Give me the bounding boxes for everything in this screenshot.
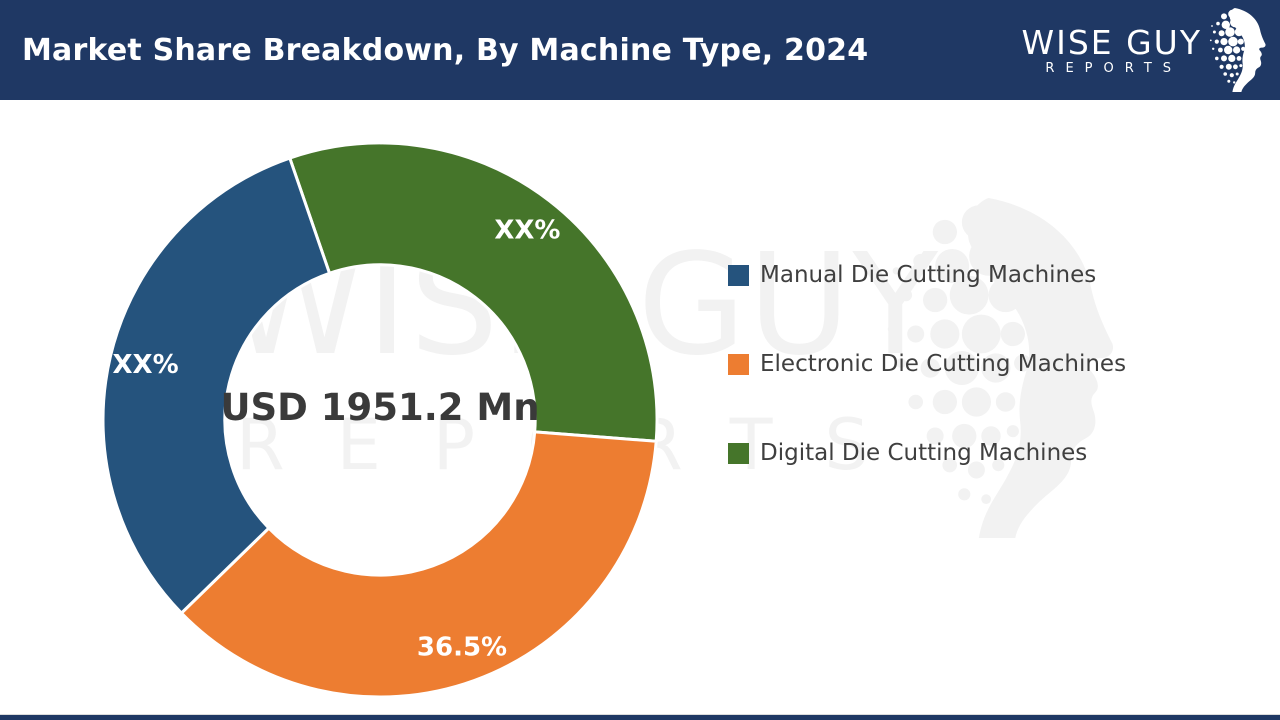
legend-swatch-digital	[728, 442, 749, 464]
legend-label: Manual Die Cutting Machines	[760, 262, 1097, 288]
footer-bar	[0, 714, 1280, 720]
header: Market Share Breakdown, By Machine Type,…	[0, 0, 1280, 100]
slice-label: XX%	[494, 215, 560, 245]
wise-guy-logo: WISE GUY REPORTS	[1021, 8, 1266, 92]
chart-legend: Manual Die Cutting Machines Electronic D…	[728, 262, 1126, 529]
donut-chart: XX% 36.5% XX% USD 1951.2 Mn	[101, 141, 659, 699]
logo-line2: REPORTS	[1045, 60, 1183, 76]
logo-wordmark: WISE GUY REPORTS	[1021, 26, 1202, 75]
legend-label: Electronic Die Cutting Machines	[760, 351, 1127, 377]
legend-swatch-manual	[728, 264, 749, 286]
legend-item-manual: Manual Die Cutting Machines	[728, 262, 1126, 288]
slice-label: 36.5%	[417, 633, 507, 663]
legend-swatch-electronic	[728, 353, 749, 375]
page-title: Market Share Breakdown, By Machine Type,…	[22, 32, 869, 68]
donut-segment-digital-die-cutting-machines	[287, 141, 659, 443]
face-logo-icon	[1206, 8, 1266, 92]
donut-center-value: USD 1951.2 Mn	[220, 386, 539, 429]
donut-segment-electronic-die-cutting-machines	[179, 430, 658, 699]
legend-item-digital: Digital Die Cutting Machines	[728, 440, 1126, 466]
donut-segment-manual-die-cutting-machines	[101, 156, 332, 616]
slice-label: XX%	[113, 350, 179, 380]
logo-line1: WISE GUY	[1021, 22, 1202, 62]
legend-item-electronic: Electronic Die Cutting Machines	[728, 351, 1126, 377]
legend-label: Digital Die Cutting Machines	[760, 440, 1088, 466]
chart-area: WISE GUY REPORTS XX%36.5%XX%USD 1951.2 M…	[0, 100, 1280, 715]
